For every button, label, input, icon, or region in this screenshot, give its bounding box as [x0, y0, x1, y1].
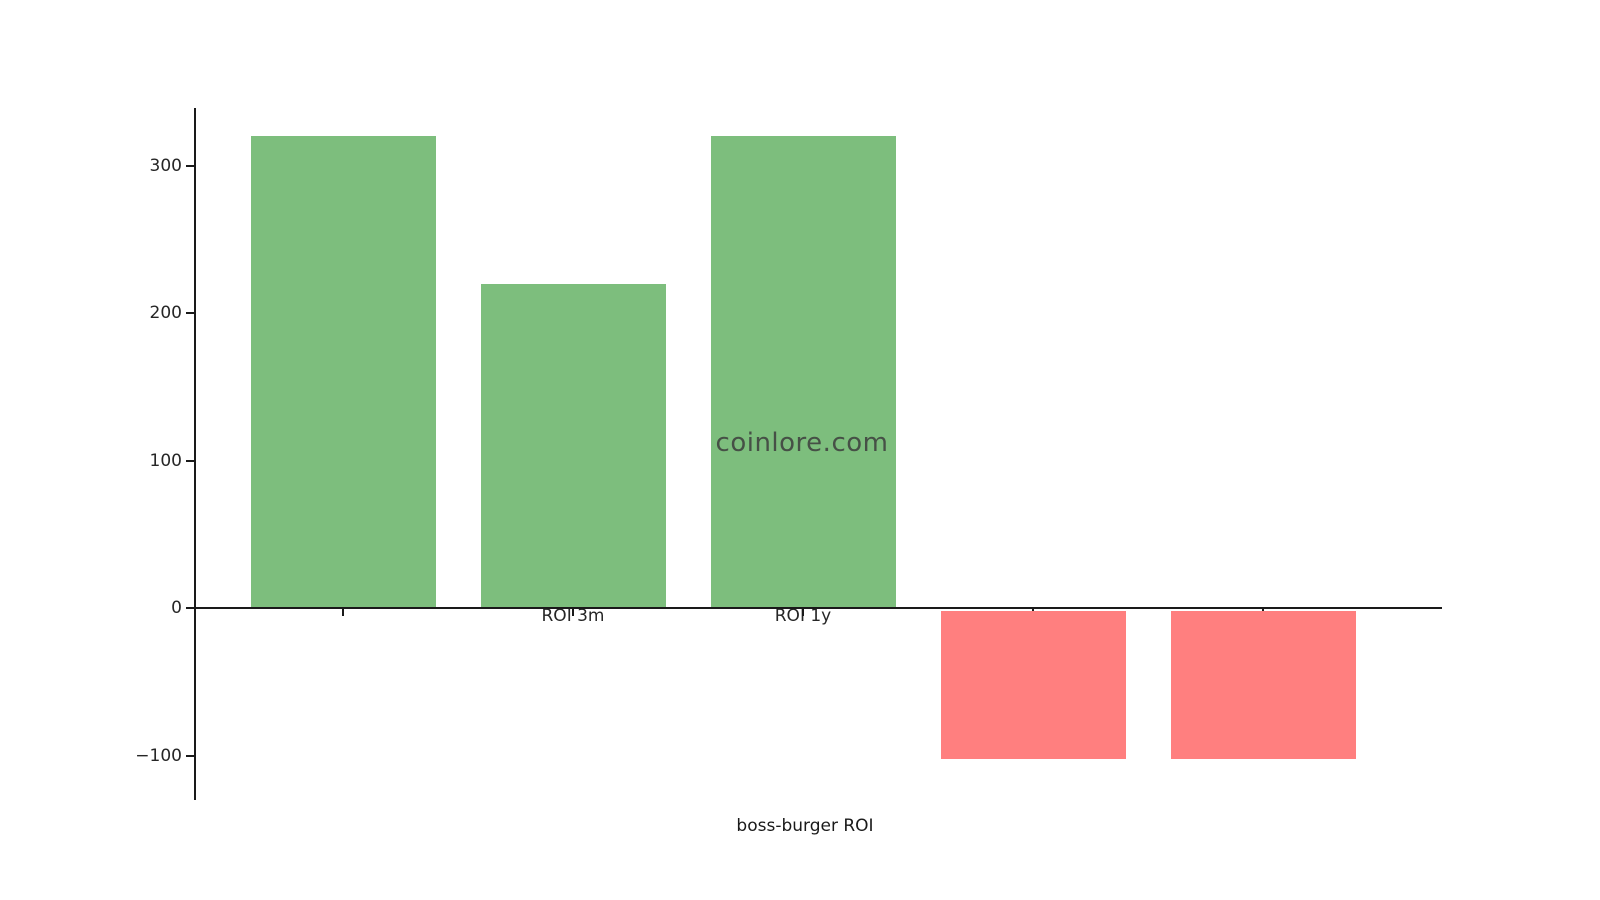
y-axis-line [194, 108, 196, 800]
y-axis-tick [186, 607, 194, 609]
y-axis-tick-label: 100 [149, 450, 182, 471]
watermark: coinlore.com [715, 428, 889, 458]
y-axis-tick-label: 0 [171, 598, 182, 618]
bar-negative [1170, 611, 1356, 759]
y-axis-tick [186, 164, 194, 167]
x-axis-tick [342, 608, 344, 616]
y-axis-tick-label: −100 [135, 745, 182, 766]
x-axis-tick [802, 608, 804, 616]
x-axis-line [194, 607, 1442, 609]
y-axis-tick-label: 200 [149, 303, 182, 323]
bar-positive [250, 136, 436, 608]
x-axis-tick-label: ROI 1y [774, 606, 832, 626]
bar-positive [480, 283, 666, 608]
x-axis-tick-label: ROI 3m [541, 606, 605, 626]
bar-negative [940, 611, 1126, 759]
x-axis-tick [572, 608, 574, 616]
x-axis-title: boss-burger ROI [736, 816, 874, 836]
y-axis-tick-label: 300 [149, 155, 182, 176]
y-axis-tick [186, 754, 194, 757]
bar-positive [710, 136, 896, 608]
y-axis-tick [186, 459, 194, 462]
y-axis-tick [186, 312, 194, 314]
